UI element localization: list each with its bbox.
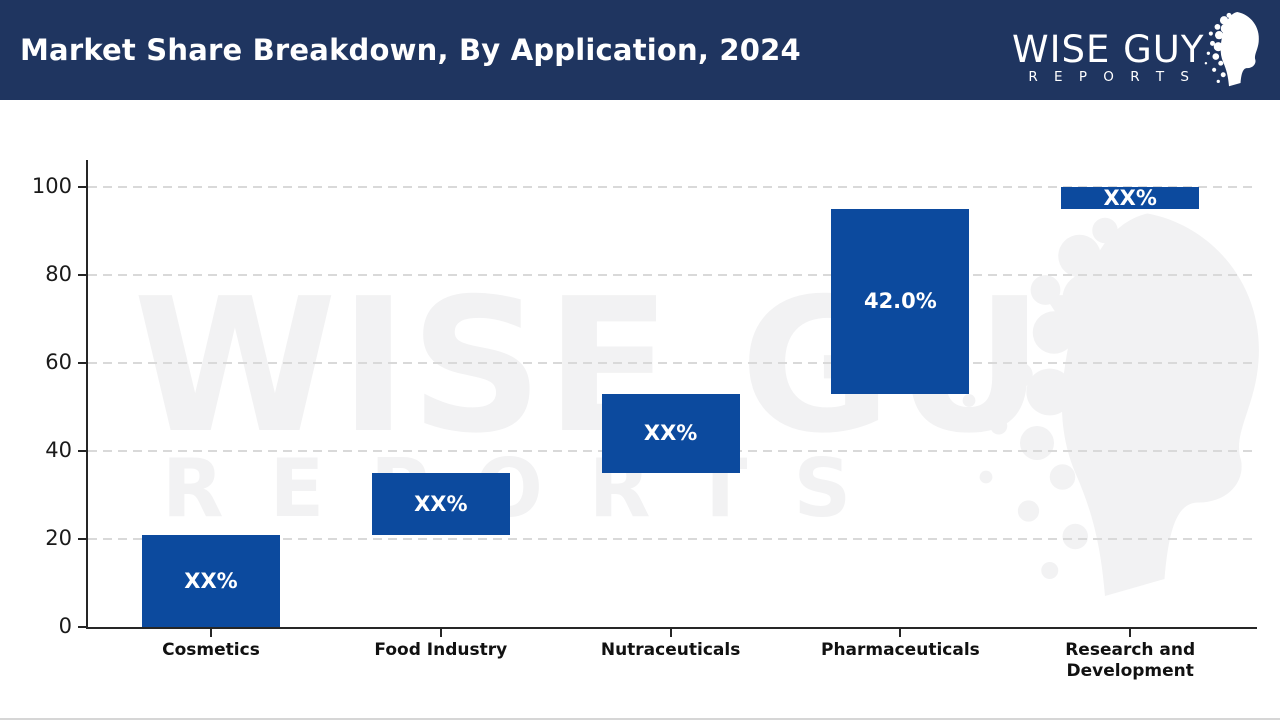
y-tick-label: 0 bbox=[58, 614, 72, 638]
gridline-y-60 bbox=[88, 362, 1255, 364]
x-tick-mark bbox=[210, 629, 212, 637]
x-tick-mark bbox=[669, 629, 672, 637]
y-tick-mark bbox=[78, 538, 86, 540]
bottom-border-line bbox=[0, 718, 1280, 720]
bar-food-industry: XX% bbox=[371, 473, 510, 535]
y-tick-label: 100 bbox=[31, 174, 72, 198]
bar-value-label: 42.0% bbox=[863, 289, 937, 314]
bar-pharmaceuticals: 42.0% bbox=[831, 209, 970, 394]
y-tick-label: 40 bbox=[45, 438, 72, 462]
gridline-y-80 bbox=[88, 274, 1255, 276]
x-tick-mark bbox=[1129, 629, 1132, 637]
bar-research-and-development: XX% bbox=[1061, 186, 1200, 210]
y-tick-label: 80 bbox=[45, 262, 72, 286]
y-axis-line bbox=[86, 160, 88, 629]
y-tick-mark bbox=[78, 450, 86, 452]
gridline-y-20 bbox=[88, 538, 1255, 540]
x-tick-label-cosmetics: Cosmetics bbox=[162, 640, 260, 660]
bar-value-label: XX% bbox=[643, 421, 698, 446]
x-axis-line bbox=[86, 627, 1257, 629]
y-tick-label: 60 bbox=[45, 350, 72, 374]
y-tick-mark bbox=[78, 362, 86, 364]
y-tick-label: 20 bbox=[45, 526, 72, 550]
page-title: Market Share Breakdown, By Application, … bbox=[20, 33, 801, 67]
wiseguy-head-icon bbox=[1204, 12, 1259, 87]
bar-value-label: XX% bbox=[184, 568, 238, 593]
y-tick-mark bbox=[78, 626, 86, 628]
x-tick-mark bbox=[899, 629, 902, 637]
x-tick-label-research-and-development: Research and Development bbox=[1065, 640, 1196, 682]
bar-value-label: XX% bbox=[1103, 186, 1157, 210]
bar-cosmetics: XX% bbox=[142, 534, 280, 627]
y-tick-mark bbox=[78, 274, 86, 276]
bar-nutraceuticals: XX% bbox=[601, 393, 740, 473]
watermark-head-icon bbox=[952, 213, 1259, 596]
header-band: Market Share Breakdown, By Application, … bbox=[0, 0, 1280, 100]
brand-subtitle: R E P O R T S bbox=[1028, 69, 1195, 85]
gridline-y-100 bbox=[88, 186, 1255, 188]
brand-name: WISE GUY bbox=[1012, 28, 1205, 71]
bar-value-label: XX% bbox=[414, 491, 468, 516]
y-tick-mark bbox=[78, 186, 86, 188]
x-tick-mark bbox=[439, 629, 442, 637]
x-tick-label-food-industry: Food Industry bbox=[374, 640, 508, 660]
x-tick-label-pharmaceuticals: Pharmaceuticals bbox=[821, 640, 980, 660]
x-tick-label-nutraceuticals: Nutraceuticals bbox=[600, 640, 741, 660]
brand-logo: WISE GUY R E P O R T S bbox=[1012, 6, 1262, 96]
